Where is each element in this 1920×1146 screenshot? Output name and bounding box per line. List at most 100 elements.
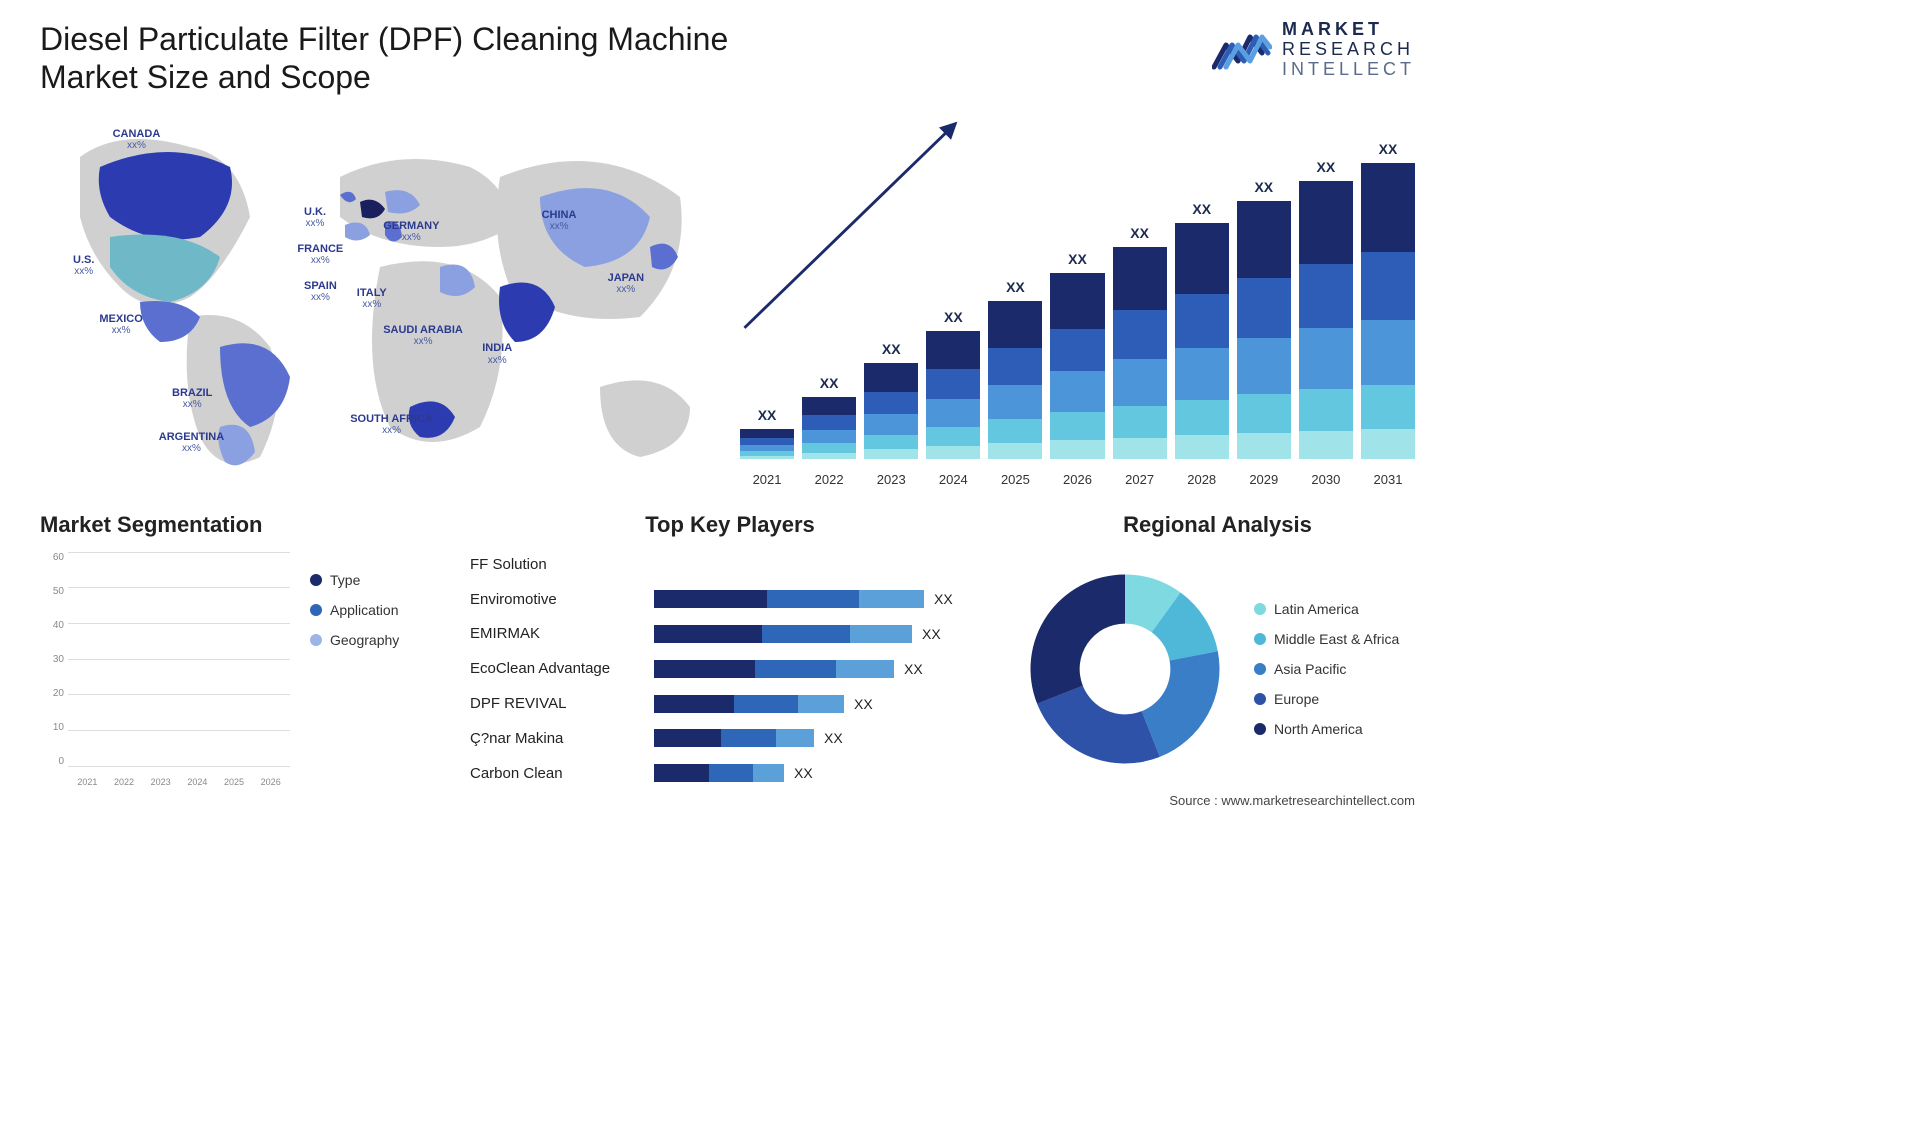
- player-value: XX: [922, 626, 941, 642]
- forecast-bar: XX: [740, 429, 794, 459]
- player-bar: [654, 764, 784, 782]
- forecast-bar: XX: [1299, 181, 1353, 459]
- map-label: FRANCExx%: [297, 243, 343, 266]
- player-name: FF Solution: [470, 556, 640, 573]
- legend-item: Application: [310, 602, 440, 618]
- map-label: ARGENTINAxx%: [159, 431, 224, 454]
- donut-slice: [1037, 686, 1160, 764]
- forecast-bar: XX: [1113, 247, 1167, 459]
- forecast-bar: XX: [864, 363, 918, 459]
- player-bar: [654, 660, 894, 678]
- players-panel: Top Key Players FF Solution Enviromotive X…: [470, 512, 990, 787]
- forecast-year-label: 2023: [864, 472, 918, 487]
- map-label: U.K.xx%: [304, 206, 326, 229]
- map-label: SAUDI ARABIAxx%: [383, 324, 463, 347]
- world-map: CANADAxx% U.S.xx% MEXICOxx% BRAZILxx% ARGENT…: [40, 117, 700, 487]
- player-name: Enviromotive: [470, 591, 640, 608]
- forecast-year-label: 2021: [740, 472, 794, 487]
- player-name: Ç?nar Makina: [470, 730, 640, 747]
- forecast-year-label: 2025: [988, 472, 1042, 487]
- map-label: U.S.xx%: [73, 254, 94, 277]
- legend-item: Type: [310, 572, 440, 588]
- regional-panel: Regional Analysis Latin America Middle Ea…: [1020, 512, 1415, 787]
- forecast-bar: XX: [988, 301, 1042, 459]
- map-label: INDIAxx%: [482, 342, 512, 365]
- player-row: FF Solution: [470, 556, 990, 573]
- player-name: Carbon Clean: [470, 765, 640, 782]
- regional-donut: [1020, 564, 1230, 774]
- forecast-year-label: 2028: [1175, 472, 1229, 487]
- segmentation-chart: 6050403020100 202120222023202420252026: [40, 552, 290, 787]
- forecast-bar: XX: [1050, 273, 1104, 459]
- logo-mark-icon: [1212, 27, 1272, 73]
- forecast-year-label: 2026: [1050, 472, 1104, 487]
- map-label: BRAZILxx%: [172, 387, 212, 410]
- player-name: DPF REVIVAL: [470, 695, 640, 712]
- bottom-row: Market Segmentation 6050403020100 202120…: [0, 487, 1455, 787]
- map-label: CANADAxx%: [113, 128, 161, 151]
- player-row: EcoClean Advantage XX: [470, 660, 990, 678]
- logo-line1: MARKET: [1282, 20, 1415, 40]
- forecast-year-label: 2024: [926, 472, 980, 487]
- forecast-chart: XXXXXXXXXXXXXXXXXXXXXX 20212022202320242…: [740, 117, 1415, 487]
- brand-logo: MARKET RESEARCH INTELLECT: [1212, 20, 1415, 79]
- map-label: GERMANYxx%: [383, 220, 439, 243]
- forecast-year-label: 2027: [1113, 472, 1167, 487]
- forecast-bar: XX: [926, 331, 980, 459]
- forecast-bar: XX: [1175, 223, 1229, 459]
- forecast-bar: XX: [802, 397, 856, 459]
- segmentation-year-label: 2021: [72, 777, 103, 787]
- segmentation-panel: Market Segmentation 6050403020100 202120…: [40, 512, 440, 787]
- map-label: SOUTH AFRICAxx%: [350, 413, 433, 436]
- player-row: Carbon Clean XX: [470, 764, 990, 782]
- regional-title: Regional Analysis: [1020, 512, 1415, 538]
- forecast-year-label: 2030: [1299, 472, 1353, 487]
- segmentation-year-label: 2024: [182, 777, 213, 787]
- main-row: CANADAxx% U.S.xx% MEXICOxx% BRAZILxx% ARGENT…: [0, 107, 1455, 487]
- player-bar: [654, 729, 814, 747]
- player-row: Enviromotive XX: [470, 590, 990, 608]
- forecast-year-label: 2029: [1237, 472, 1291, 487]
- page-title: Diesel Particulate Filter (DPF) Cleaning…: [40, 20, 800, 97]
- players-title: Top Key Players: [470, 512, 990, 538]
- legend-item: Middle East & Africa: [1254, 631, 1415, 647]
- player-name: EcoClean Advantage: [470, 660, 640, 677]
- logo-line2: RESEARCH: [1282, 40, 1415, 60]
- legend-item: Latin America: [1254, 601, 1415, 617]
- legend-item: Asia Pacific: [1254, 661, 1415, 677]
- player-value: XX: [824, 730, 843, 746]
- player-row: EMIRMAK XX: [470, 625, 990, 643]
- legend-item: Geography: [310, 632, 440, 648]
- player-bar: [654, 625, 912, 643]
- map-label: SPAINxx%: [304, 280, 337, 303]
- map-label: JAPANxx%: [608, 272, 644, 295]
- segmentation-year-label: 2023: [145, 777, 176, 787]
- player-name: EMIRMAK: [470, 625, 640, 642]
- segmentation-year-label: 2022: [109, 777, 140, 787]
- legend-item: Europe: [1254, 691, 1415, 707]
- map-label: MEXICOxx%: [99, 313, 142, 336]
- player-value: XX: [904, 661, 923, 677]
- forecast-bar: XX: [1237, 201, 1291, 459]
- player-row: Ç?nar Makina XX: [470, 729, 990, 747]
- logo-text: MARKET RESEARCH INTELLECT: [1282, 20, 1415, 79]
- forecast-bar: XX: [1361, 163, 1415, 459]
- forecast-year-label: 2022: [802, 472, 856, 487]
- source-label: Source : www.marketresearchintellect.com: [1169, 793, 1415, 808]
- player-value: XX: [794, 765, 813, 781]
- player-value: XX: [934, 591, 953, 607]
- legend-item: North America: [1254, 721, 1415, 737]
- map-label: ITALYxx%: [357, 287, 387, 310]
- player-value: XX: [854, 696, 873, 712]
- regional-legend: Latin America Middle East & Africa Asia Pa…: [1254, 601, 1415, 737]
- player-row: DPF REVIVAL XX: [470, 695, 990, 713]
- segmentation-title: Market Segmentation: [40, 512, 440, 538]
- map-label: CHINAxx%: [542, 209, 577, 232]
- player-bar: [654, 695, 844, 713]
- player-bar: [654, 590, 924, 608]
- segmentation-year-label: 2025: [219, 777, 250, 787]
- segmentation-legend: Type Application Geography: [310, 552, 440, 787]
- segmentation-year-label: 2026: [255, 777, 286, 787]
- donut-slice: [1031, 575, 1126, 704]
- header: Diesel Particulate Filter (DPF) Cleaning…: [0, 0, 1455, 107]
